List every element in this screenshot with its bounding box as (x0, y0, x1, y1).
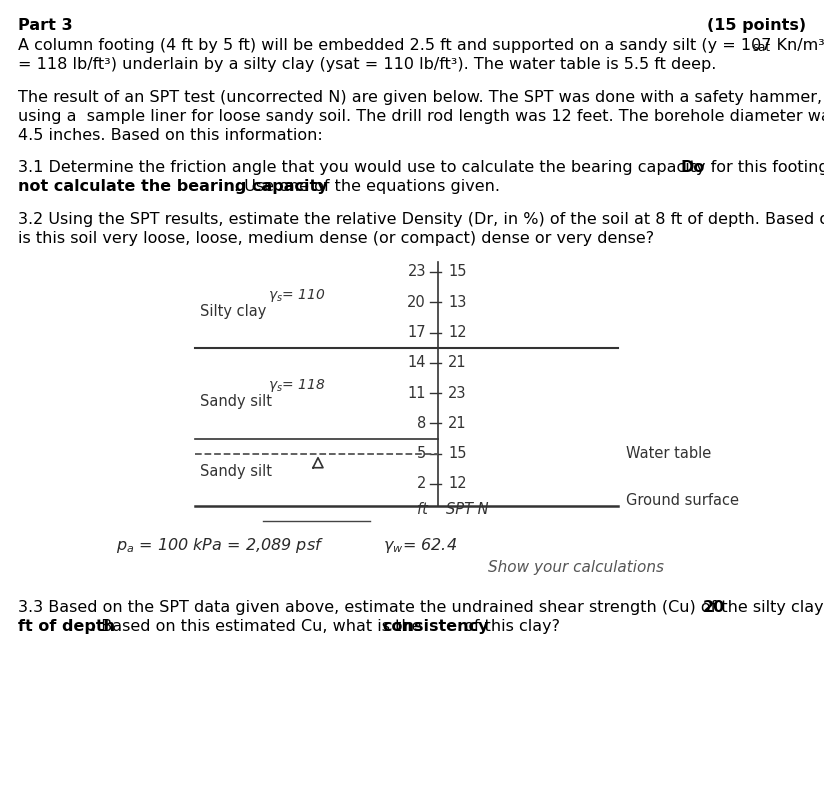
Text: ft of depth: ft of depth (18, 619, 115, 634)
Text: is this soil very loose, loose, medium dense (or compact) dense or very dense?: is this soil very loose, loose, medium d… (18, 231, 654, 246)
Text: 20: 20 (407, 295, 426, 310)
Text: 15: 15 (448, 446, 466, 461)
Text: The result of an SPT test (uncorrected N) are given below. The SPT was done with: The result of an SPT test (uncorrected N… (18, 90, 822, 105)
Text: $p_a$ = 100 kPa = 2,089 psf: $p_a$ = 100 kPa = 2,089 psf (116, 536, 324, 555)
Text: $\gamma_s$= 118: $\gamma_s$= 118 (268, 377, 325, 394)
Text: 14: 14 (408, 355, 426, 371)
Text: 12: 12 (448, 477, 466, 492)
Text: Show your calculations: Show your calculations (488, 560, 664, 575)
Text: $\gamma_w$= 62.4: $\gamma_w$= 62.4 (383, 536, 457, 555)
Text: Do: Do (681, 160, 705, 175)
Text: 17: 17 (407, 325, 426, 340)
Text: Part 3: Part 3 (18, 18, 73, 33)
Text: Sandy silt: Sandy silt (200, 394, 272, 409)
Text: 2: 2 (417, 477, 426, 492)
Text: 20: 20 (703, 600, 725, 615)
Text: Water table: Water table (626, 446, 711, 461)
Text: 4.5 inches. Based on this information:: 4.5 inches. Based on this information: (18, 128, 323, 143)
Text: Silty clay: Silty clay (200, 304, 266, 320)
Text: A column footing (4 ft by 5 ft) will be embedded 2.5 ft and supported on a sandy: A column footing (4 ft by 5 ft) will be … (18, 38, 824, 53)
Text: . Based on this estimated Cu, what is the: . Based on this estimated Cu, what is th… (91, 619, 427, 634)
Text: SPT N: SPT N (446, 502, 489, 517)
Text: 23: 23 (448, 386, 466, 401)
Text: 15: 15 (448, 265, 466, 280)
Text: 23: 23 (408, 265, 426, 280)
Text: Sandy silt: Sandy silt (200, 465, 272, 479)
Text: 5: 5 (417, 446, 426, 461)
Text: of this clay?: of this clay? (459, 619, 560, 634)
Text: = 118 lb/ft³) underlain by a silty clay (ysat = 110 lb/ft³). The water table is : = 118 lb/ft³) underlain by a silty clay … (18, 57, 716, 72)
Text: ft: ft (417, 502, 428, 517)
Text: using a  sample liner for loose sandy soil. The drill rod length was 12 feet. Th: using a sample liner for loose sandy soi… (18, 109, 824, 124)
Text: 12: 12 (448, 325, 466, 340)
Text: Ground surface: Ground surface (626, 493, 739, 508)
Text: 8: 8 (417, 416, 426, 431)
Text: 3.1 Determine the friction angle that you would use to calculate the bearing cap: 3.1 Determine the friction angle that yo… (18, 160, 824, 175)
Text: consistency: consistency (382, 619, 489, 634)
Text: sat: sat (752, 41, 770, 54)
Text: not calculate the bearing capacity: not calculate the bearing capacity (18, 179, 328, 194)
Text: 3.2 Using the SPT results, estimate the relative Density (Dr, in %) of the soil : 3.2 Using the SPT results, estimate the … (18, 212, 824, 227)
Text: $\gamma_s$= 110: $\gamma_s$= 110 (268, 288, 325, 304)
Text: 21: 21 (448, 355, 466, 371)
Text: 21: 21 (448, 416, 466, 431)
Text: . Use one of the equations given.: . Use one of the equations given. (234, 179, 500, 194)
Text: 13: 13 (448, 295, 466, 310)
Text: (15 points): (15 points) (707, 18, 806, 33)
Text: 3.3 Based on the SPT data given above, estimate the undrained shear strength (Cu: 3.3 Based on the SPT data given above, e… (18, 600, 824, 615)
Text: 11: 11 (408, 386, 426, 401)
